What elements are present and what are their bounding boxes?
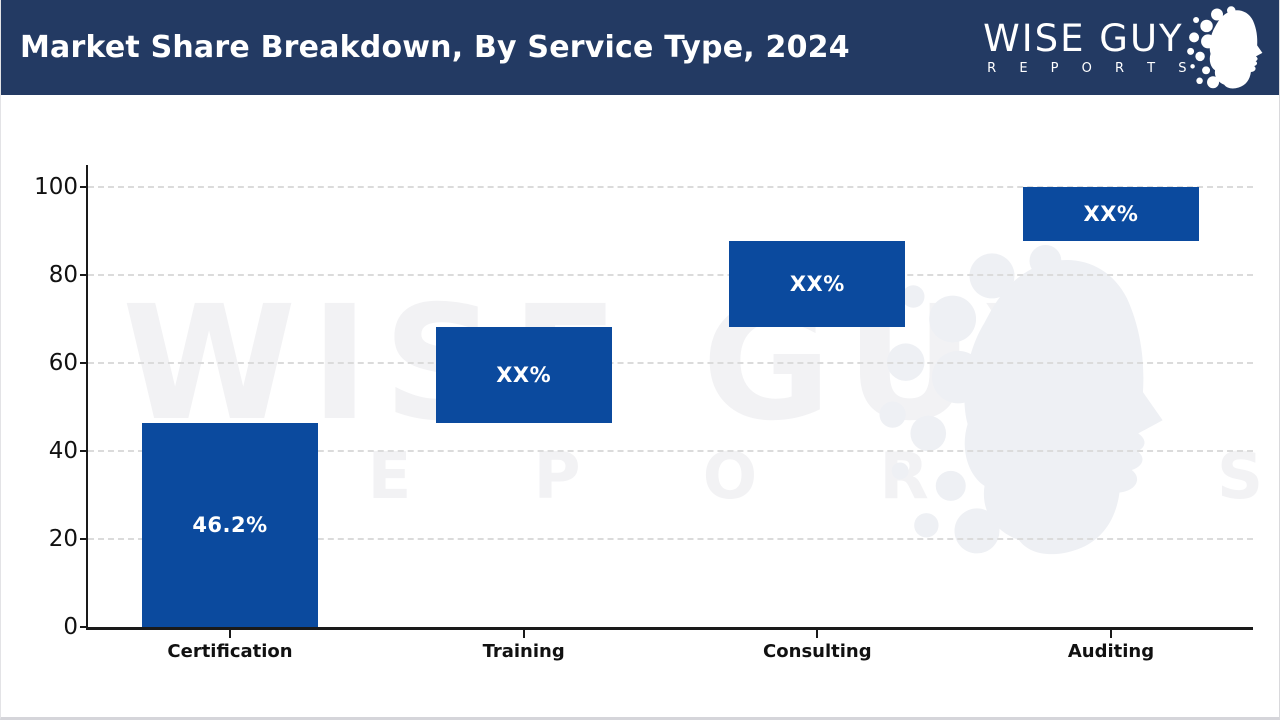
x-tick-label: Auditing [1067,641,1155,662]
y-tick-label: 40 [48,437,78,464]
x-tick-label: Consulting [763,641,872,662]
page-title: Market Share Breakdown, By Service Type,… [20,30,850,65]
y-tick-mark [80,449,88,452]
bar-value-label: XX% [789,271,845,296]
y-axis-line [86,165,88,630]
y-tick-mark [80,185,88,188]
x-tick-label: Training [482,641,565,662]
bar-value-label: XX% [1083,201,1139,226]
bar-value-label: 46.2% [192,513,268,538]
logo-wordmark: WISE GUY [983,16,1184,60]
y-tick-mark [80,626,88,628]
x-tick-mark [229,630,231,638]
header-bar: Market Share Breakdown, By Service Type,… [0,0,1280,95]
y-tick-mark [80,361,88,364]
gridline-y100 [88,185,1253,188]
logo-head-icon [1187,5,1263,88]
x-tick-mark [522,630,525,638]
bar-value-label: XX% [496,363,552,388]
x-axis-line [86,627,1253,630]
y-tick-label: 20 [48,525,78,552]
bar-consulting: XX% [729,240,906,327]
x-tick-mark [1110,630,1112,638]
gridline-y60 [88,361,1253,364]
y-tick-label: 0 [63,614,78,640]
bar-auditing: XX% [1023,186,1199,241]
y-tick-label: 80 [48,261,78,288]
gridline-y80 [88,273,1253,276]
logo-subtitle: R E P O R T S [987,60,1196,76]
y-tick-mark [80,273,88,276]
gridline-y20 [88,537,1253,540]
y-tick-mark [80,537,88,540]
x-tick-label: Certification [167,641,293,662]
bar-training: XX% [435,326,612,424]
brand-logo: WISE GUY R E P O R T S [983,5,1280,91]
y-tick-label: 60 [48,349,78,376]
y-tick-label: 100 [34,173,78,200]
bar-certification: 46.2% [142,423,318,627]
x-tick-mark [816,630,819,638]
gridline-y40 [88,449,1253,452]
